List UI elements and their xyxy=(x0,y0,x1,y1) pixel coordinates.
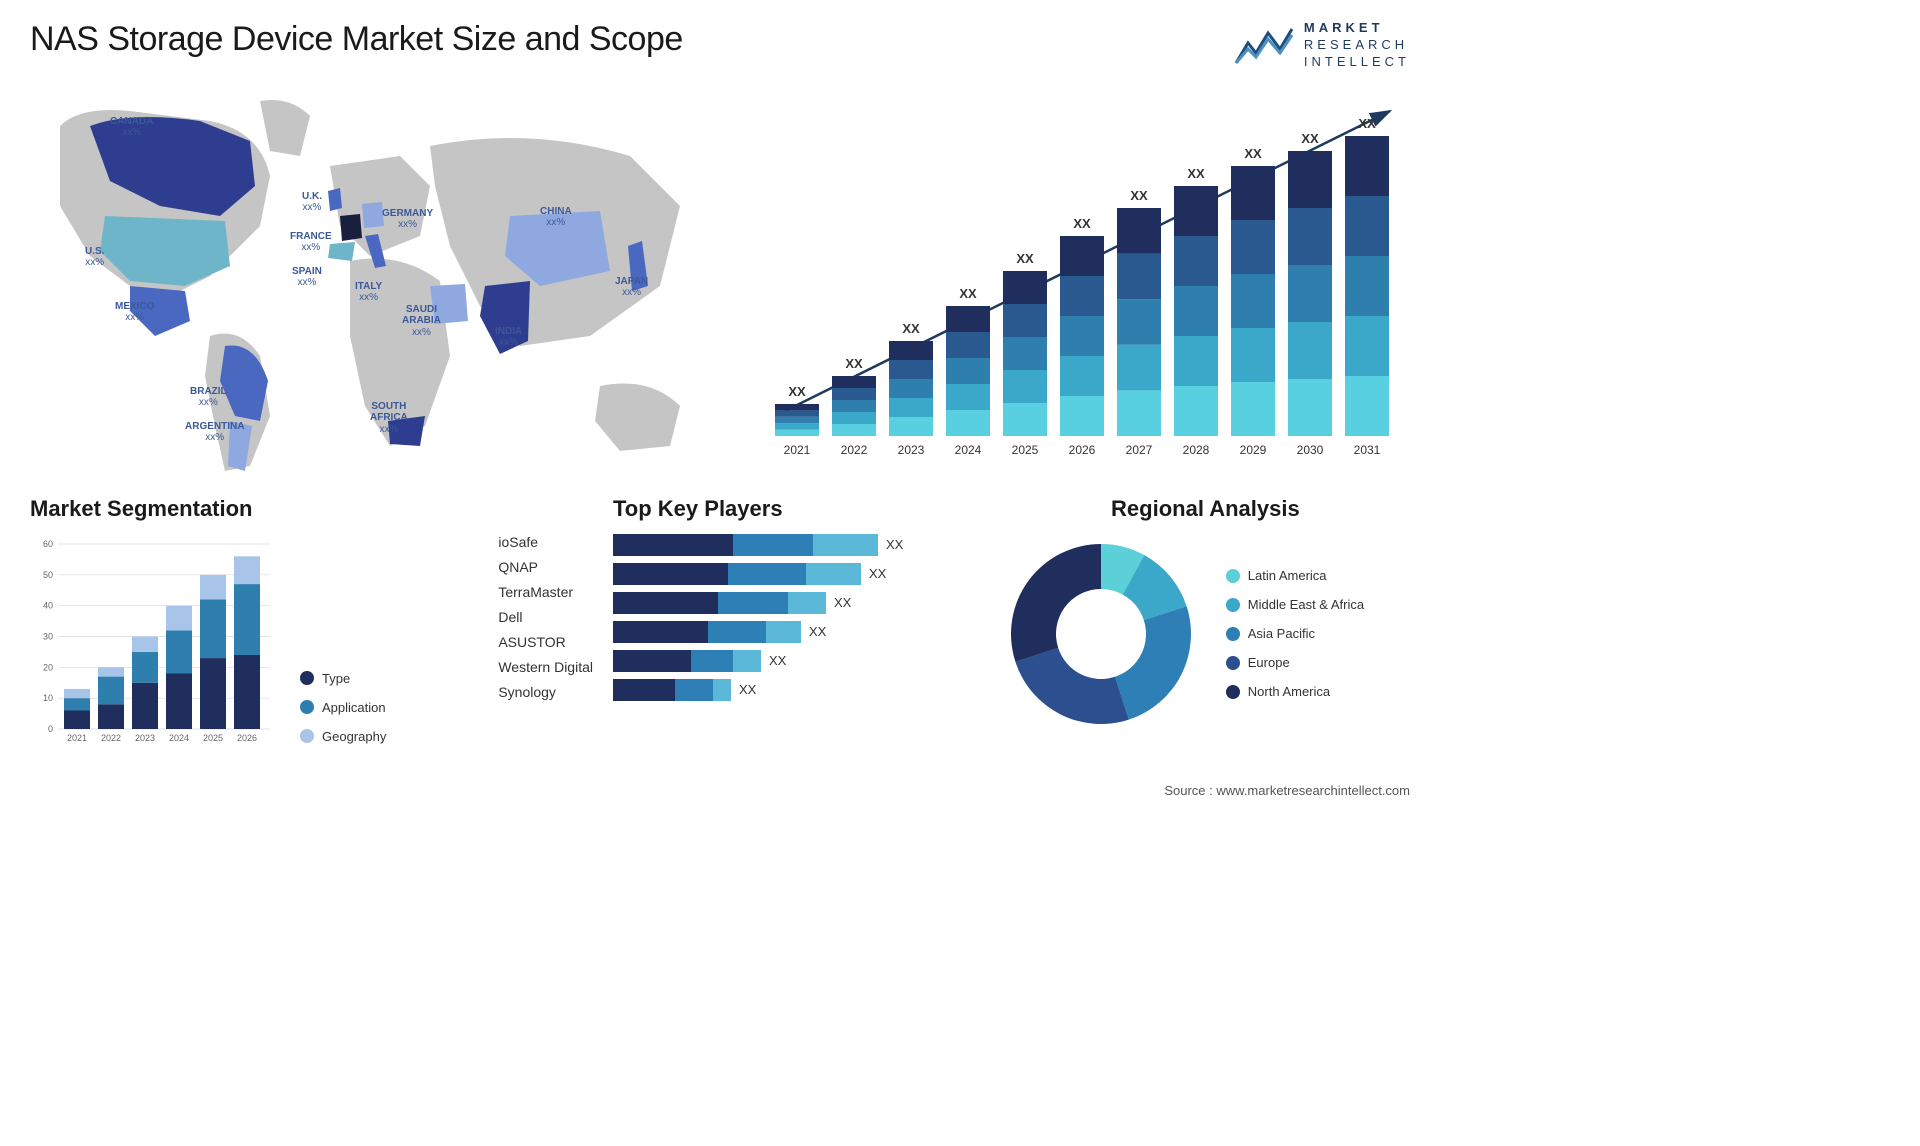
growth-bar-chart: XX 2021 XX 2022 XX 2023 XX 2024 XX 2025 XX 2026 XX 20… xyxy=(760,86,1410,476)
svg-text:XX: XX xyxy=(1130,188,1148,203)
segmentation-bar-chart: 0 10 20 30 40 50 60 2021 2022 2023 2024 2025 2026 xyxy=(30,534,270,744)
player-name: Synology xyxy=(498,684,593,700)
legend-item: North America xyxy=(1226,684,1364,699)
svg-text:2031: 2031 xyxy=(1354,443,1381,457)
map-label: GERMANYxx% xyxy=(382,208,433,231)
player-name: ASUSTOR xyxy=(498,634,593,650)
player-bar-row: XX xyxy=(613,621,976,643)
svg-text:XX: XX xyxy=(1073,216,1091,231)
svg-text:2026: 2026 xyxy=(1069,443,1096,457)
svg-text:2029: 2029 xyxy=(1240,443,1267,457)
svg-text:60: 60 xyxy=(43,539,53,549)
player-name: Western Digital xyxy=(498,659,593,675)
player-name: TerraMaster xyxy=(498,584,593,600)
players-title: Top Key Players xyxy=(613,496,976,522)
segmentation-panel: Market Segmentation 0 10 20 30 40 50 60 2021 202… xyxy=(30,496,473,744)
svg-text:2022: 2022 xyxy=(841,443,868,457)
map-label: CANADAxx% xyxy=(110,116,153,139)
players-bars: XX XX XX XX XX XX xyxy=(613,534,976,701)
player-bar-row: XX xyxy=(613,534,976,556)
map-label: CHINAxx% xyxy=(540,206,572,229)
svg-text:2021: 2021 xyxy=(67,733,87,743)
svg-text:10: 10 xyxy=(43,693,53,703)
svg-text:XX: XX xyxy=(845,356,863,371)
svg-text:50: 50 xyxy=(43,570,53,580)
source-text: Source : www.marketresearchintellect.com xyxy=(1164,783,1410,798)
segmentation-title: Market Segmentation xyxy=(30,496,473,522)
regional-title: Regional Analysis xyxy=(1001,496,1410,522)
svg-text:2028: 2028 xyxy=(1183,443,1210,457)
map-label: FRANCExx% xyxy=(290,231,332,254)
page-title: NAS Storage Device Market Size and Scope xyxy=(30,20,683,59)
svg-text:2025: 2025 xyxy=(203,733,223,743)
svg-text:XX: XX xyxy=(1301,131,1319,146)
svg-text:2022: 2022 xyxy=(101,733,121,743)
players-panel: . ioSafeQNAPTerraMasterDellASUSTORWester… xyxy=(498,496,975,744)
legend-item: Asia Pacific xyxy=(1226,626,1364,641)
player-name: Dell xyxy=(498,609,593,625)
regional-donut-chart xyxy=(1001,534,1201,734)
growth-chart-section: XX 2021 XX 2022 XX 2023 XX 2024 XX 2025 XX 2026 XX 20… xyxy=(760,86,1410,476)
players-list: ioSafe QNAP TerraMaster Dell ASUSTOR Western … xyxy=(498,534,593,700)
legend-item: Type xyxy=(300,671,386,686)
logo: MARKET RESEARCH INTELLECT xyxy=(1234,20,1410,71)
svg-text:XX: XX xyxy=(1187,166,1205,181)
player-bar-row: XX xyxy=(613,650,976,672)
logo-text: MARKET RESEARCH INTELLECT xyxy=(1304,20,1410,71)
legend-item: Latin America xyxy=(1226,568,1364,583)
svg-text:2025: 2025 xyxy=(1012,443,1039,457)
regional-panel: Regional Analysis Latin America Middle Ea… xyxy=(1001,496,1410,744)
player-bar-row: XX xyxy=(613,679,976,701)
legend-item: Geography xyxy=(300,729,386,744)
map-label: BRAZILxx% xyxy=(190,386,227,409)
svg-text:XX: XX xyxy=(959,286,977,301)
svg-text:XX: XX xyxy=(788,384,806,399)
map-label: ARGENTINAxx% xyxy=(185,421,244,444)
regional-legend: Latin America Middle East & Africa Asia Pa… xyxy=(1226,568,1364,699)
legend-item: Europe xyxy=(1226,655,1364,670)
map-label: SAUDIARABIAxx% xyxy=(402,304,441,339)
svg-text:2027: 2027 xyxy=(1126,443,1153,457)
svg-text:2023: 2023 xyxy=(135,733,155,743)
map-label: JAPANxx% xyxy=(615,276,648,299)
legend-item: Application xyxy=(300,700,386,715)
map-label: ITALYxx% xyxy=(355,281,382,304)
map-label: INDIAxx% xyxy=(495,326,522,349)
svg-text:XX: XX xyxy=(1244,146,1262,161)
world-map-section: CANADAxx% U.S.xx% MEXICOxx% BRAZILxx% ARGENT… xyxy=(30,86,730,476)
svg-text:0: 0 xyxy=(48,724,53,734)
svg-text:2026: 2026 xyxy=(237,733,257,743)
svg-text:40: 40 xyxy=(43,600,53,610)
svg-text:2030: 2030 xyxy=(1297,443,1324,457)
player-name: QNAP xyxy=(498,559,593,575)
player-bar-row: XX xyxy=(613,563,976,585)
map-label: SOUTHAFRICAxx% xyxy=(370,401,408,436)
logo-icon xyxy=(1234,25,1294,65)
map-label: SPAINxx% xyxy=(292,266,322,289)
player-bar-row: XX xyxy=(613,592,976,614)
svg-text:2024: 2024 xyxy=(955,443,982,457)
map-label: U.K.xx% xyxy=(302,191,322,214)
map-label: U.S.xx% xyxy=(85,246,104,269)
svg-text:2024: 2024 xyxy=(169,733,189,743)
segmentation-legend: Type Application Geography xyxy=(300,671,386,744)
svg-text:2021: 2021 xyxy=(784,443,811,457)
map-label: MEXICOxx% xyxy=(115,301,154,324)
svg-text:2023: 2023 xyxy=(898,443,925,457)
legend-item: Middle East & Africa xyxy=(1226,597,1364,612)
svg-text:XX: XX xyxy=(902,321,920,336)
svg-text:XX: XX xyxy=(1016,251,1034,266)
svg-text:20: 20 xyxy=(43,662,53,672)
player-name: ioSafe xyxy=(498,534,593,550)
svg-text:XX: XX xyxy=(1358,116,1376,131)
svg-text:30: 30 xyxy=(43,631,53,641)
